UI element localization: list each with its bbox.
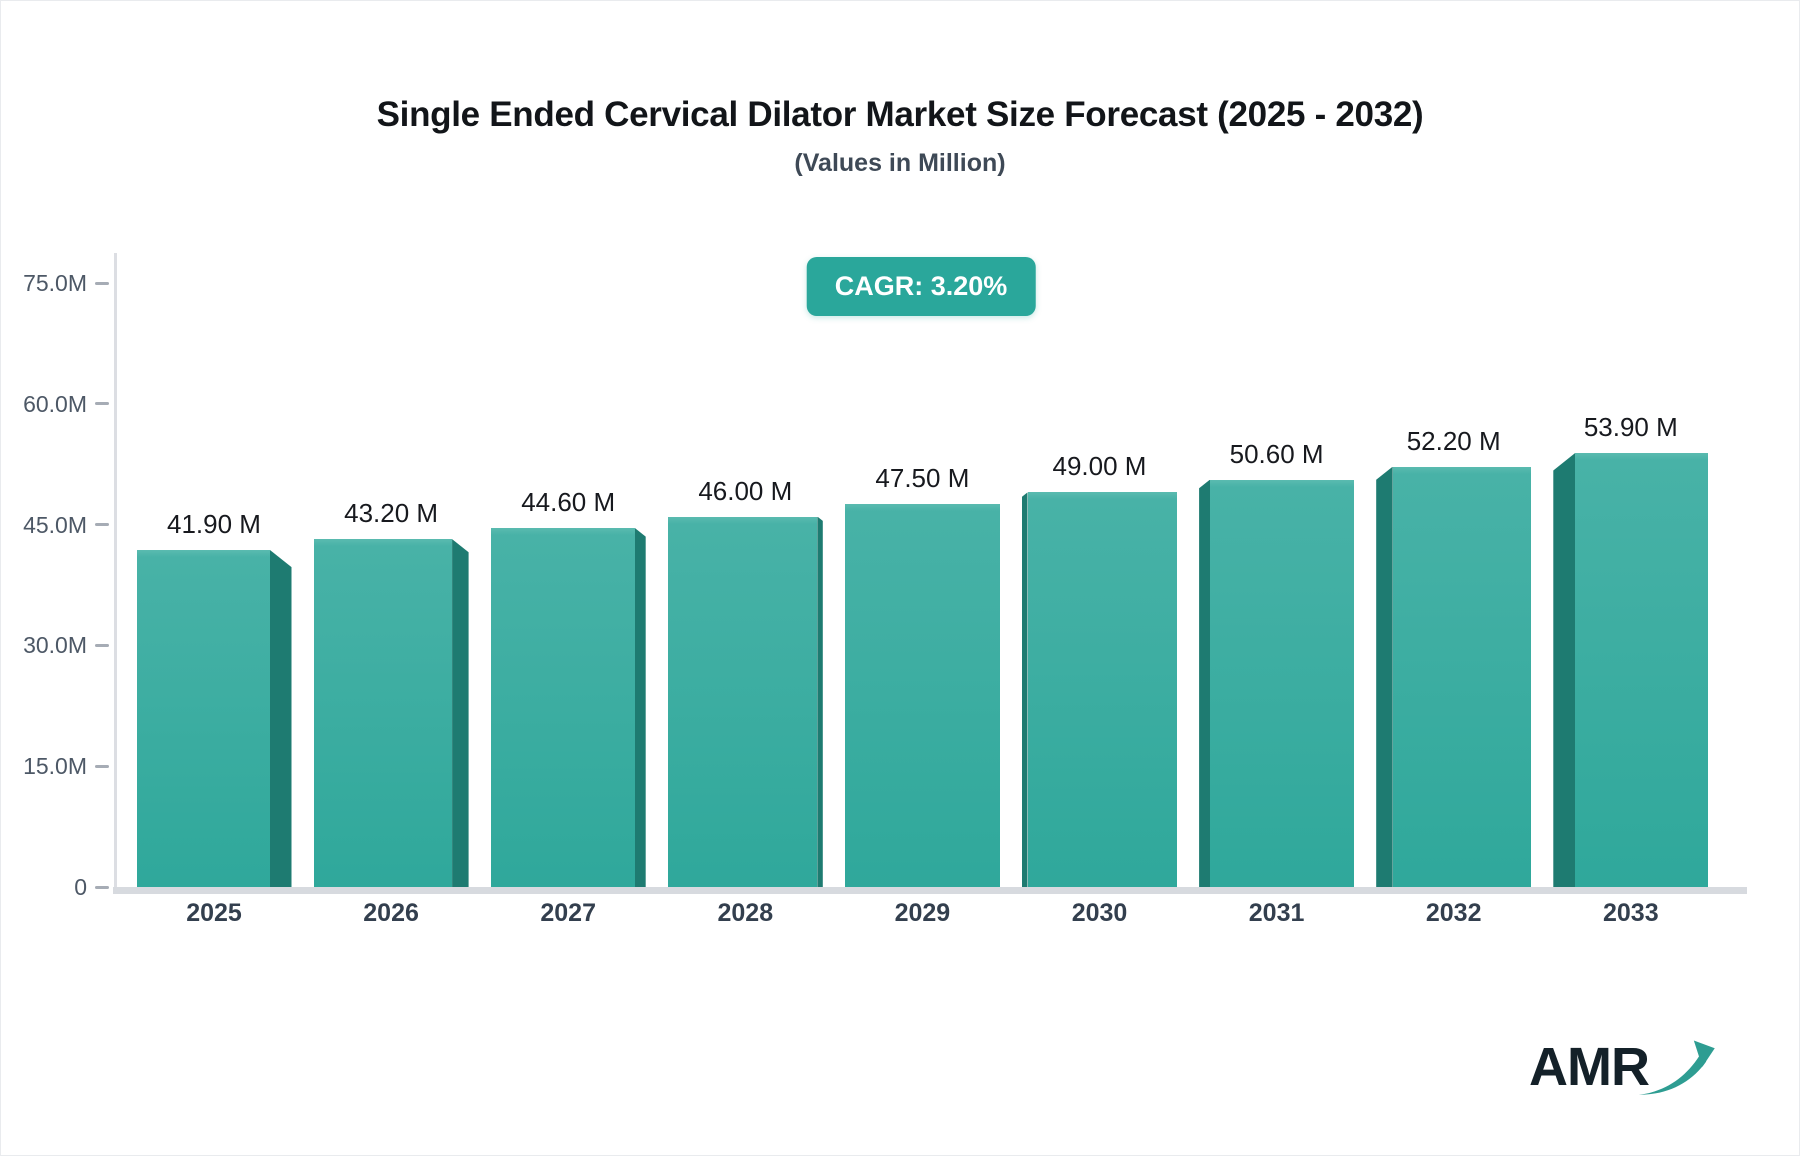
bar-2029[interactable] [844,504,1000,887]
bar-face [313,539,453,887]
y-axis-tick-label: 30.0M [23,632,87,659]
cagr-badge: CAGR: 3.20% [806,257,1036,316]
bar-face [136,549,270,887]
bar-value-label: 46.00 M [698,475,793,506]
x-axis-label-2032: 2032 [1425,899,1482,927]
bar-2031[interactable] [1199,479,1355,887]
bar-value-label: 44.60 M [521,486,616,517]
y-axis-tick-label: 0 [74,874,87,900]
y-axis-tick-mark [95,643,109,647]
x-axis-label-2026: 2026 [363,899,419,927]
bar-value-label: 53.90 M [1583,411,1678,442]
bar-side-shadow [269,549,292,887]
y-axis-tick-label: 75.0M [23,270,87,296]
bar-2026[interactable] [313,539,469,887]
y-axis-tick-label: 15.0M [23,753,87,780]
x-axis-baseline [113,887,1747,894]
bar-2027[interactable] [490,527,646,887]
y-axis-tick-label: 45.0M [23,511,87,538]
x-axis-label-2027: 2027 [540,899,596,927]
amr-logo-text: AMR [1529,1037,1650,1097]
bar-value-label: 41.90 M [167,508,261,539]
growth-arrow-icon [1638,1040,1715,1095]
bar-value-label: 47.50 M [875,463,970,494]
bar-face [1392,466,1532,887]
x-axis-label-2033: 2033 [1602,899,1659,927]
bar-face [844,504,1000,887]
x-axis-label-2031: 2031 [1248,899,1305,927]
bar-2025[interactable] [136,549,292,887]
bar-face [1210,479,1355,887]
bar-side-shadow [1022,492,1028,887]
bar-face [667,516,818,887]
y-axis-tick-mark [95,402,109,406]
bar-2033[interactable] [1553,452,1709,887]
bar-side-shadow [452,539,469,887]
y-axis-tick-label: 60.0M [23,390,87,417]
bar-face [1027,492,1177,887]
y-axis-tick-mark [95,281,109,285]
bar-face [490,527,635,887]
y-axis-line [114,253,117,887]
bar-value-label: 50.60 M [1229,438,1324,469]
bar-2028[interactable] [667,516,823,887]
amr-logo: AMR [1529,1033,1715,1101]
x-axis-label-2028: 2028 [717,899,774,927]
bar-side-shadow [1376,466,1393,887]
y-axis-tick-mark [95,523,109,527]
y-axis-tick-mark [95,885,109,889]
bar-side-shadow [634,527,646,887]
bar-side-shadow [1553,452,1576,887]
bar-2030[interactable] [1022,492,1177,887]
bar-value-label: 49.00 M [1052,451,1147,482]
bar-value-label: 52.20 M [1406,425,1501,456]
x-axis-label-2025: 2025 [186,899,242,927]
chart-subtitle: (Values in Million) [794,149,1006,177]
bar-face [1575,452,1709,887]
bar-value-label: 43.20 M [344,498,439,529]
bar-side-shadow [1199,479,1211,887]
bar-2032[interactable] [1376,466,1532,887]
y-axis-tick-mark [95,764,109,768]
x-axis-label-2030: 2030 [1071,899,1128,927]
chart-title: Single Ended Cervical Dilator Market Siz… [376,95,1424,134]
bar-side-shadow [817,516,823,887]
x-axis-label-2029: 2029 [894,899,951,927]
